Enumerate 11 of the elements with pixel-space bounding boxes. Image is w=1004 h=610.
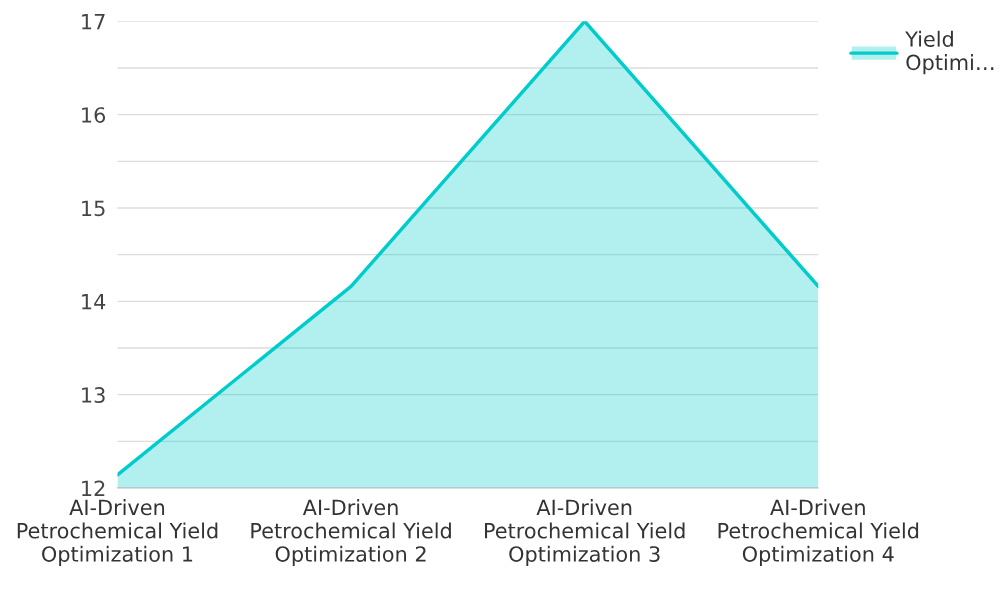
x-tick-label: AI-Driven Petrochemical Yield Optimization 4 <box>718 499 919 566</box>
y-tick-label: 13 <box>82 387 105 403</box>
y-tick-label: 16 <box>82 107 106 123</box>
y-tick-label: 15 <box>82 200 105 217</box>
y-tick-label: 12 <box>82 480 105 496</box>
x-tick-label: AI-Driven Petrochemical Yield Optimization 1 <box>17 499 218 566</box>
x-tick-label: AI-Driven Petrochemical Yield Optimization 2 <box>251 499 451 566</box>
y-tick-label: 17 <box>82 14 105 30</box>
legend-label: Yield Optimi… <box>905 30 994 75</box>
x-tick-label: AI-Driven Petrochemical Yield Optimization 3 <box>485 499 685 566</box>
y-tick-label: 14 <box>82 294 106 310</box>
